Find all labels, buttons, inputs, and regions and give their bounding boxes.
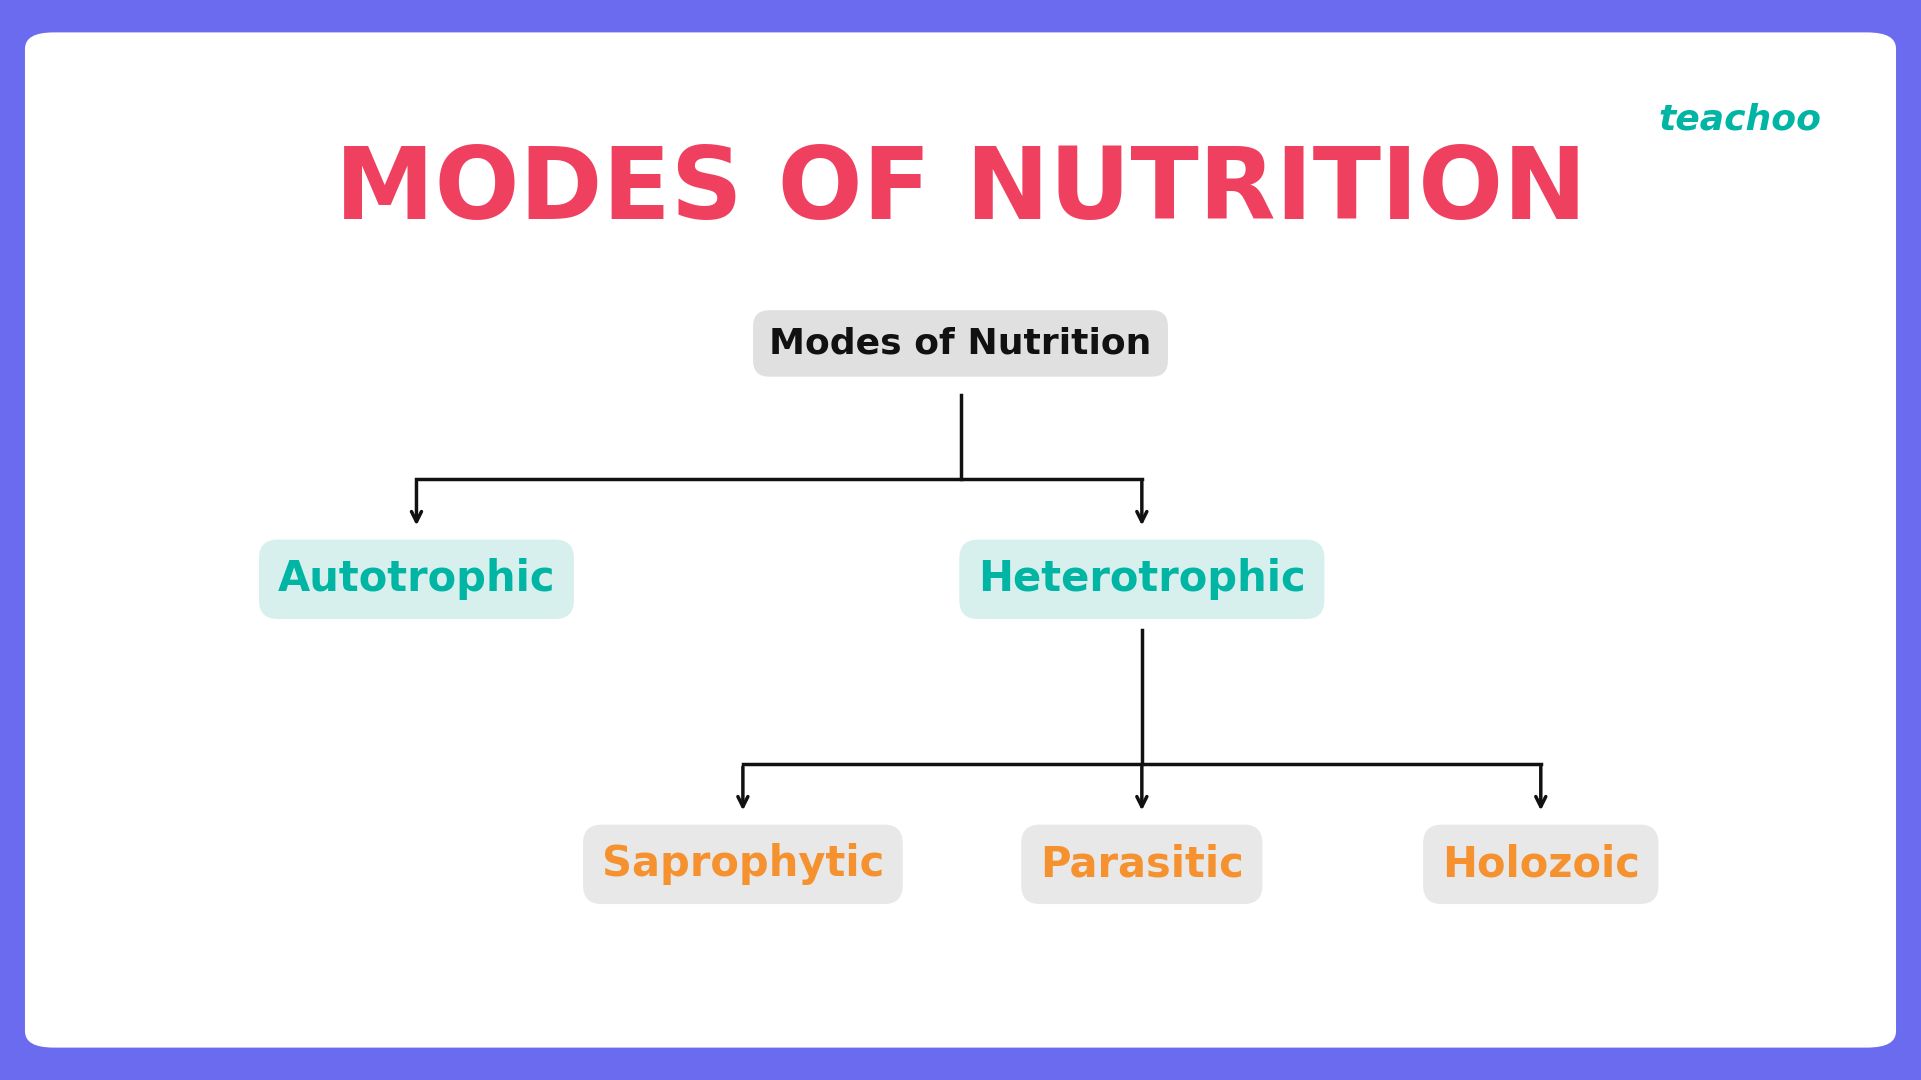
Text: Parasitic: Parasitic <box>1039 843 1243 886</box>
Text: Modes of Nutrition: Modes of Nutrition <box>768 326 1153 361</box>
Text: teachoo: teachoo <box>1660 103 1821 137</box>
Text: Autotrophic: Autotrophic <box>279 558 555 600</box>
Text: Heterotrophic: Heterotrophic <box>978 558 1306 600</box>
Text: Holozoic: Holozoic <box>1443 843 1641 886</box>
Text: MODES OF NUTRITION: MODES OF NUTRITION <box>334 143 1587 240</box>
Text: Saprophytic: Saprophytic <box>601 843 884 886</box>
